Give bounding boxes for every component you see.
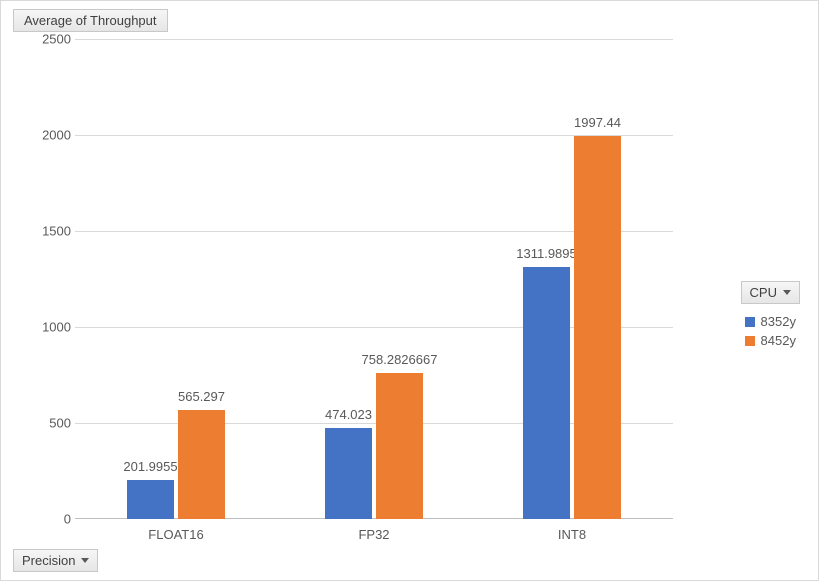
chevron-down-icon (783, 290, 791, 295)
chart-title-text: Average of Throughput (24, 13, 157, 28)
bar[interactable]: 474.023 (325, 428, 372, 519)
y-tick-label: 2500 (21, 32, 71, 47)
legend-item[interactable]: 8452y (745, 333, 796, 348)
bar-value-label: 474.023 (325, 407, 372, 422)
bar[interactable]: 1997.44 (574, 136, 621, 520)
x-tick-label: FLOAT16 (148, 527, 203, 542)
x-axis-pill-text: Precision (22, 553, 75, 568)
chevron-down-icon (81, 558, 89, 563)
bar[interactable]: 758.2826667 (376, 373, 423, 519)
bar-value-label: 1997.44 (574, 115, 621, 130)
bar-value-label: 201.9955 (123, 459, 177, 474)
legend-items: 8352y 8452y (741, 314, 800, 348)
x-tick-label: FP32 (358, 527, 389, 542)
bar-value-label: 758.2826667 (362, 352, 438, 367)
bar-value-label: 1311.9895 (516, 246, 577, 261)
chart-title-pill[interactable]: Average of Throughput (13, 9, 168, 32)
bar[interactable]: 565.297 (178, 410, 225, 519)
x-tick-label: INT8 (558, 527, 586, 542)
bar-value-label: 565.297 (178, 389, 225, 404)
y-tick-label: 1000 (21, 320, 71, 335)
legend-swatch (745, 317, 755, 327)
y-tick-label: 0 (21, 512, 71, 527)
legend-label: 8452y (761, 333, 796, 348)
y-tick-label: 500 (21, 416, 71, 431)
y-tick-label: 2000 (21, 128, 71, 143)
plot-area: 05001000150020002500201.9955565.297FLOAT… (75, 39, 673, 519)
legend: CPU 8352y 8452y (741, 281, 800, 352)
bar[interactable]: 1311.9895 (523, 267, 570, 519)
legend-label: 8352y (761, 314, 796, 329)
bar[interactable]: 201.9955 (127, 480, 174, 519)
legend-item[interactable]: 8352y (745, 314, 796, 329)
x-axis-pill[interactable]: Precision (13, 549, 98, 572)
legend-title-text: CPU (750, 285, 777, 300)
legend-header[interactable]: CPU (741, 281, 800, 304)
y-tick-label: 1500 (21, 224, 71, 239)
grid-line (75, 39, 673, 40)
legend-swatch (745, 336, 755, 346)
